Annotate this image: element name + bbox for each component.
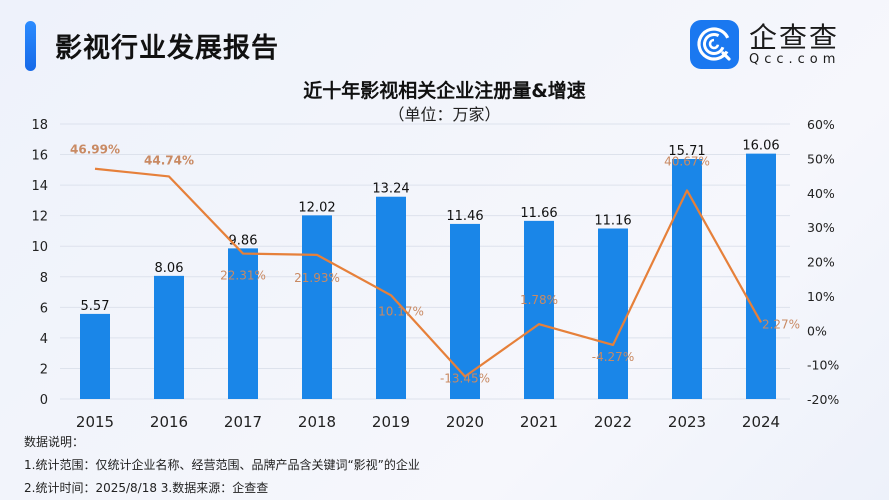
bar [524,220,554,399]
left-axis-tick: 4 [40,332,48,347]
x-axis-label: 2019 [372,413,410,431]
bar [228,248,258,399]
chart-title: 近十年影视相关企业注册量&增速 [303,80,586,102]
growth-value-label: 40.67% [664,154,710,168]
x-axis-label: 2018 [298,413,336,431]
right-axis-tick: 10% [807,289,835,304]
left-axis-tick: 10 [31,240,48,255]
right-axis-tick: 0% [807,323,827,338]
right-axis-tick: 60% [807,117,835,132]
bar-value-label: 5.57 [81,299,110,314]
growth-value-label: 1.78% [520,293,558,307]
growth-value-label: 2.27% [762,317,800,331]
bar-value-label: 15.71 [668,144,705,159]
growth-value-label: 21.93% [294,271,340,285]
growth-value-label: 46.99% [70,143,120,157]
bar-value-label: 11.46 [446,209,483,224]
left-axis-tick: 16 [31,149,48,164]
chart-subtitle: （单位：万家） [388,105,501,124]
right-axis-tick: -20% [807,392,839,407]
left-axis-tick: 8 [40,271,48,286]
bar-value-label: 12.02 [298,200,335,215]
growth-value-label: -4.27% [592,350,634,364]
notes-line-1: 1.统计范围：仅统计企业名称、经营范围、品牌产品含关键词“影视”的企业 [24,458,420,472]
growth-value-label: 22.31% [220,269,266,283]
qcc-logo: 企查查 Qcc.com [690,20,840,69]
bar-value-label: 9.86 [229,233,258,248]
right-axis-tick: 30% [807,220,835,235]
notes-line-2: 2.统计时间：2025/8/18 3.数据来源：企查查 [24,481,269,495]
data-notes: 数据说明： 1.统计范围：仅统计企业名称、经营范围、品牌产品含关键词“影视”的企… [24,431,420,500]
bar-value-label: 13.24 [372,182,409,197]
logo-name-en: Qcc.com [749,51,841,67]
right-axis-tick: 20% [807,255,835,270]
notes-heading: 数据说明： [24,435,85,449]
bar-value-label: 11.16 [594,214,631,229]
left-axis-tick: 14 [31,179,48,194]
left-axis-tick: 12 [31,210,48,225]
bar [746,153,776,399]
page-title: 影视行业发展报告 [55,33,279,64]
left-axis-tick: 6 [40,301,48,316]
growth-value-label: -13.45% [440,371,490,385]
right-axis-tick: 40% [807,186,835,201]
bar [80,313,110,399]
x-axis-label: 2016 [150,413,188,431]
bar [598,228,628,399]
left-axis-tick: 18 [31,118,48,133]
x-axis-label: 2022 [594,413,632,431]
x-axis-label: 2023 [668,413,706,431]
title-accent-bar [25,21,36,71]
bar [376,196,406,399]
x-axis-label: 2017 [224,413,262,431]
right-axis-tick: 50% [807,151,835,166]
growth-line [94,167,762,378]
bar [672,158,702,399]
growth-value-label: 10.17% [378,304,424,318]
growth-value-label: 44.74% [144,153,194,167]
left-axis-tick: 0 [40,393,48,408]
right-axis-tick: -10% [807,358,839,373]
bar [302,215,332,399]
left-axis-tick: 2 [40,362,48,377]
qcc-logo-icon [690,20,739,69]
x-axis-label: 2020 [446,413,484,431]
bar-value-label: 16.06 [742,139,779,154]
x-axis-label: 2021 [520,413,558,431]
logo-name-cn: 企查查 [749,20,840,54]
bar-value-label: 11.66 [520,206,557,221]
bar [154,275,184,399]
bar-value-label: 8.06 [155,261,184,276]
x-axis-label: 2024 [742,413,780,431]
x-axis-label: 2015 [76,413,114,431]
